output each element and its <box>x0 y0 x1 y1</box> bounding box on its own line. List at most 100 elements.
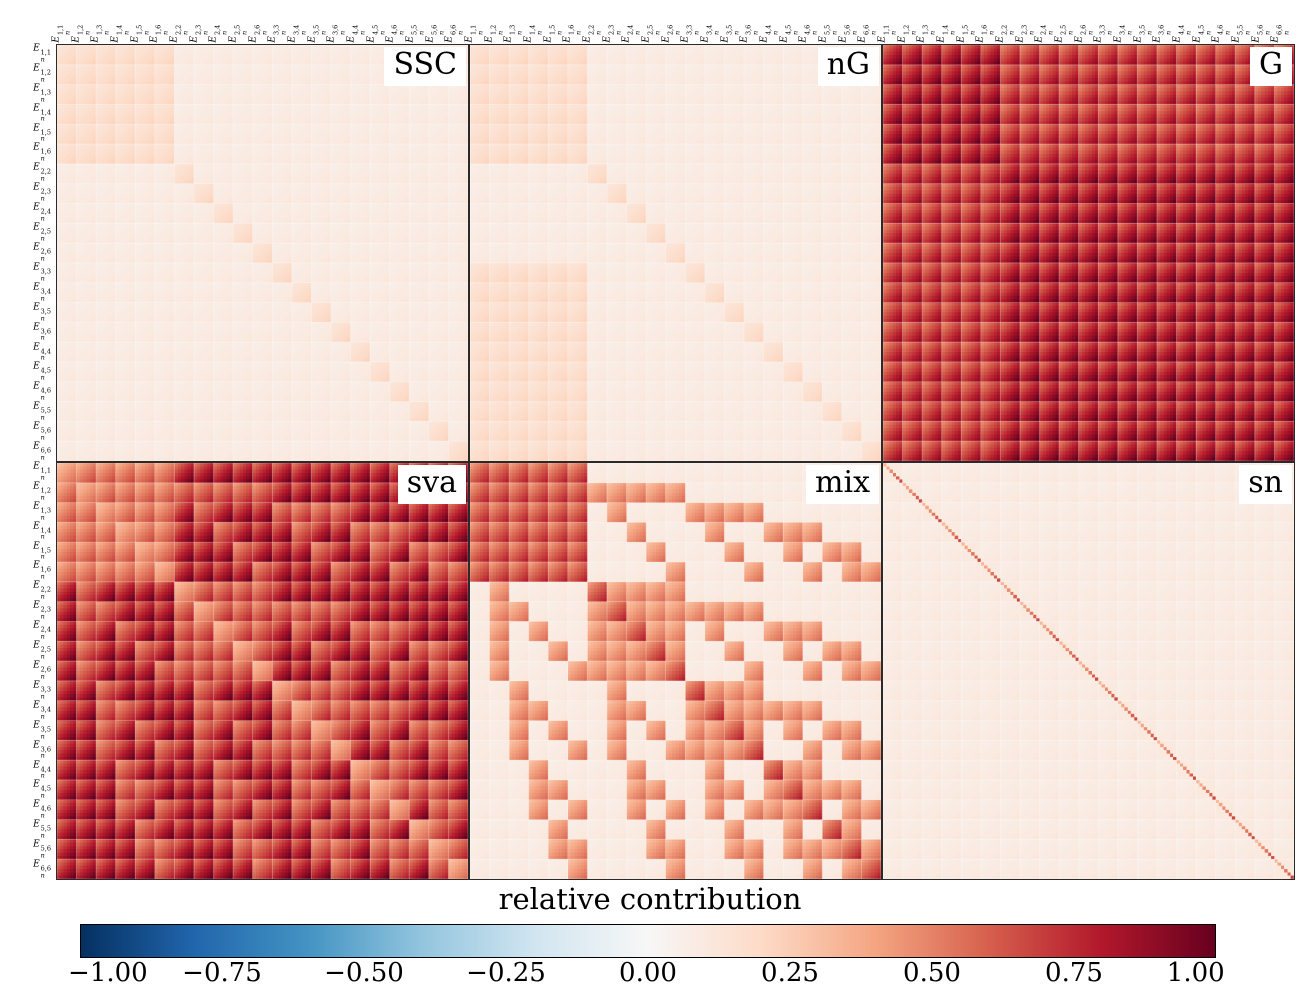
x-axis-label: E 4,5 n <box>365 25 386 43</box>
colorbar-tick: 1.00 <box>1166 958 1225 984</box>
x-axis-label: E 2,5 n <box>641 25 662 43</box>
x-axis-label: E 4,5 n <box>778 25 799 43</box>
x-axis-label: E 1,4 n <box>936 25 957 43</box>
x-axis-label: E 2,3 n <box>1014 25 1035 43</box>
y-axis-label: E 4,4 n <box>33 760 51 781</box>
y-axis-label: E 4,4 n <box>33 342 51 363</box>
x-axis-label: E 2,5 n <box>228 25 249 43</box>
x-axis-label: E 4,4 n <box>1172 25 1193 43</box>
y-axis-label: E 3,5 n <box>33 720 51 741</box>
y-axis-label: E 2,6 n <box>33 242 51 263</box>
y-axis-label: E 2,5 n <box>33 640 51 661</box>
x-axis-label: E 3,3 n <box>680 25 701 43</box>
x-axis-label: E 3,6 n <box>1152 25 1173 43</box>
x-axis-label: E 4,4 n <box>346 25 367 43</box>
x-axis-label: E 3,6 n <box>326 25 347 43</box>
x-axis-label: E 2,2 n <box>582 25 603 43</box>
panel-label-sn: sn <box>1239 465 1292 504</box>
x-axis-label: E 1,6 n <box>562 25 583 43</box>
x-axis-label: E 3,5 n <box>306 25 327 43</box>
colorbar-tick: −0.75 <box>182 958 262 984</box>
panel-mix: mix <box>469 462 882 880</box>
x-axis-label: E 2,6 n <box>247 25 268 43</box>
y-axis-labels-row2: E 1,1 n E 1,2 n E 1,3 n E 1,4 n E 1,5 n E 1,6 n E 2,2 n E 2,3 n… <box>0 462 54 880</box>
x-axis-label: E 4,5 n <box>1191 25 1212 43</box>
panel-ssc: SSC <box>56 44 469 462</box>
x-axis-label: E 1,1 n <box>464 25 485 43</box>
x-axis-label: E 3,5 n <box>719 25 740 43</box>
heatmap-canvas-ssc <box>57 45 468 461</box>
x-axis-label: E 1,1 n <box>877 25 898 43</box>
y-axis-label: E 1,1 n <box>33 43 51 64</box>
x-axis-label: E 5,6 n <box>1250 25 1271 43</box>
x-axis-label: E 5,5 n <box>1231 25 1252 43</box>
y-axis-label: E 2,4 n <box>33 620 51 641</box>
y-axis-label: E 4,5 n <box>33 362 51 382</box>
x-axis-label: E 1,2 n <box>896 25 917 43</box>
y-axis-label: E 3,3 n <box>33 262 51 283</box>
x-axis-labels-col1: E 1,1 n E 1,2 n E 1,3 n E 1,4 n E 1,5 n E 1,6 n E 2,2 n E 2,3 n… <box>51 0 469 44</box>
x-axis-label: E 1,6 n <box>149 25 170 43</box>
y-axis-label: E 5,5 n <box>33 819 51 840</box>
y-axis-label: E 3,4 n <box>33 700 51 721</box>
y-axis-label: E 3,4 n <box>33 282 51 303</box>
x-axis-label: E 2,4 n <box>1034 25 1055 43</box>
x-axis-label: E 2,6 n <box>1073 25 1094 43</box>
heatmap-canvas-g <box>883 45 1294 461</box>
x-axis-label: E 5,5 n <box>405 25 426 43</box>
x-axis-label: E 1,4 n <box>523 25 544 43</box>
y-axis-label: E 3,5 n <box>33 302 51 323</box>
y-axis-label: E 5,5 n <box>33 401 51 422</box>
y-axis-label: E 1,5 n <box>33 123 51 144</box>
x-axis-label: E 2,3 n <box>188 25 209 43</box>
x-axis-label: E 1,3 n <box>90 25 111 43</box>
x-axis-label: E 1,5 n <box>955 25 976 43</box>
x-axis-labels-col3: E 1,1 n E 1,2 n E 1,3 n E 1,4 n E 1,5 n E 1,6 n E 2,2 n E 2,3 n… <box>877 0 1295 44</box>
panel-label-mix: mix <box>806 465 879 504</box>
x-axis-label: E 2,3 n <box>601 25 622 43</box>
x-axis-label: E 1,3 n <box>916 25 937 43</box>
y-axis-label: E 1,2 n <box>33 63 51 84</box>
y-axis-label: E 1,6 n <box>33 561 51 581</box>
x-axis-label: E 3,5 n <box>1132 25 1153 43</box>
y-axis-label: E 3,6 n <box>33 740 51 761</box>
x-axis-label: E 6,6 n <box>1270 25 1291 43</box>
x-axis-label: E 2,4 n <box>208 25 229 43</box>
x-axis-label: E 5,6 n <box>424 25 445 43</box>
x-axis-label: E 3,4 n <box>700 25 721 43</box>
panel-sn: sn <box>882 462 1295 880</box>
x-axis-label: E 1,4 n <box>110 25 131 43</box>
y-axis-label: E 5,6 n <box>33 421 51 442</box>
y-axis-label: E 2,4 n <box>33 202 51 223</box>
x-axis-label: E 1,2 n <box>70 25 91 43</box>
panel-label-sva: sva <box>397 465 466 504</box>
x-axis-label: E 1,5 n <box>129 25 150 43</box>
y-axis-label: E 2,2 n <box>33 163 51 183</box>
y-axis-label: E 2,3 n <box>33 600 51 621</box>
x-axis-label: E 3,4 n <box>287 25 308 43</box>
panel-sva: sva <box>56 462 469 880</box>
x-axis-label: E 2,5 n <box>1054 25 1075 43</box>
heatmap-canvas-sva <box>57 463 468 879</box>
y-axis-label: E 5,6 n <box>33 839 51 860</box>
y-axis-label: E 2,2 n <box>33 581 51 601</box>
y-axis-label: E 4,5 n <box>33 780 51 800</box>
x-axis-label: E 2,2 n <box>169 25 190 43</box>
y-axis-label: E 1,4 n <box>33 521 51 542</box>
y-axis-label: E 2,6 n <box>33 660 51 681</box>
x-axis-label: E 1,5 n <box>542 25 563 43</box>
x-axis-label: E 2,4 n <box>621 25 642 43</box>
x-axis-label: E 2,2 n <box>995 25 1016 43</box>
x-axis-label: E 6,6 n <box>444 25 465 43</box>
y-axis-label: E 1,1 n <box>33 461 51 482</box>
x-axis-label: E 6,6 n <box>857 25 878 43</box>
y-axis-label: E 3,3 n <box>33 680 51 701</box>
colorbar-tick: 0.25 <box>761 958 819 984</box>
x-axis-label: E 3,3 n <box>1093 25 1114 43</box>
x-axis-label: E 4,6 n <box>1211 25 1232 43</box>
colorbar-tick: 0.00 <box>619 958 677 984</box>
heatmap-canvas-mix <box>470 463 881 879</box>
colorbar-tick: −0.25 <box>466 958 546 984</box>
panel-ng: nG <box>469 44 882 462</box>
